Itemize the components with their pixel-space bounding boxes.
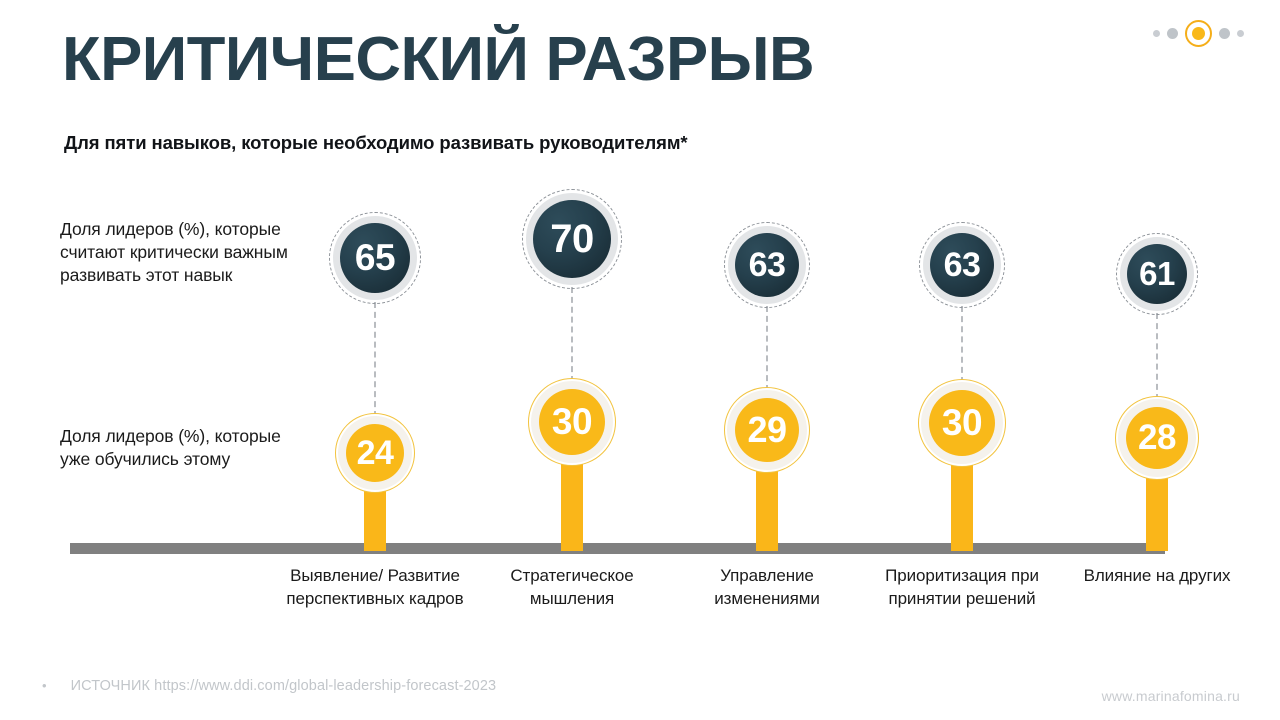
trained-value-label: 24 <box>346 424 404 482</box>
legend-label-trained: Доля лидеров (%), которые уже обучились … <box>60 426 281 470</box>
category-label: Приоритизация при принятии решений <box>885 566 1039 608</box>
trained-value-label: 30 <box>929 390 995 456</box>
category-label: Стратегическое мышления <box>510 566 634 608</box>
medium-gray-dot-icon <box>1167 27 1178 39</box>
critical-value-bubble: 63 <box>919 222 1005 308</box>
yellow-ring-dot-icon <box>1185 19 1212 47</box>
critical-value-bubble: 63 <box>724 222 810 308</box>
critical-value-label: 63 <box>735 233 799 297</box>
bubble-ring: 24 <box>338 416 412 490</box>
trained-value-bubble: 30 <box>528 378 616 466</box>
bubble-ring: 63 <box>923 226 1001 304</box>
trained-value-bubble: 24 <box>335 413 415 493</box>
trained-value-label: 29 <box>735 398 799 462</box>
bullet-icon: • <box>42 678 47 693</box>
trained-value-bubble: 28 <box>1115 396 1199 480</box>
dashed-connector <box>961 306 963 383</box>
critical-value-bubble: 65 <box>329 212 421 304</box>
decorative-dot-cluster <box>1153 18 1244 48</box>
trained-value-bubble: 29 <box>724 387 810 473</box>
bubble-ring: 28 <box>1118 399 1196 477</box>
bubble-ring: 63 <box>728 226 806 304</box>
trained-value-bubble: 30 <box>918 379 1006 467</box>
footer-website: www.marinafomina.ru <box>1101 688 1240 704</box>
critical-value-label: 61 <box>1127 244 1187 304</box>
dashed-connector <box>1156 313 1158 400</box>
critical-value-label: 63 <box>930 233 994 297</box>
dashed-connector <box>766 306 768 391</box>
page-title: КРИТИЧЕСКИЙ РАЗРЫВ <box>62 25 815 94</box>
bubble-ring: 29 <box>727 390 807 470</box>
small-gray-dot-icon <box>1153 29 1160 37</box>
category-label: Выявление/ Развитие перспективных кадров <box>286 566 464 608</box>
critical-value-bubble: 70 <box>522 189 622 289</box>
category-label: Управление изменениями <box>714 566 820 608</box>
bubble-ring: 61 <box>1120 237 1194 311</box>
dashed-connector <box>571 287 573 382</box>
critical-value-bubble: 61 <box>1116 233 1198 315</box>
medium-gray-dot-icon <box>1219 27 1230 39</box>
legend-label-critical: Доля лидеров (%), которые считают критич… <box>60 219 288 286</box>
critical-value-label: 65 <box>340 223 410 293</box>
bubble-ring: 30 <box>921 382 1003 464</box>
source-text: ИСТОЧНИК https://www.ddi.com/global-lead… <box>70 678 497 694</box>
dashed-connector <box>374 302 376 417</box>
trained-value-label: 30 <box>539 389 605 455</box>
chart-baseline <box>70 543 1165 554</box>
bubble-ring: 65 <box>333 216 417 300</box>
bubble-ring: 30 <box>531 381 613 463</box>
category-label: Влияние на других <box>1083 566 1231 585</box>
critical-value-label: 70 <box>533 200 611 278</box>
trained-value-label: 28 <box>1126 407 1188 469</box>
footer-source: • ИСТОЧНИК https://www.ddi.com/global-le… <box>42 678 496 694</box>
bubble-ring: 70 <box>526 193 618 285</box>
yellow-ring-dot-center <box>1192 26 1205 40</box>
page-subtitle: Для пяти навыков, которые необходимо раз… <box>64 132 688 153</box>
small-gray-dot-icon <box>1237 29 1244 37</box>
